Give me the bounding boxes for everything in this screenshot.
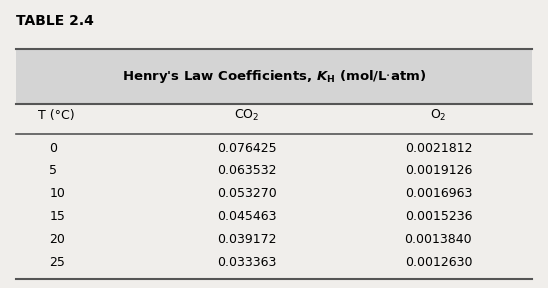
Text: 25: 25 (49, 256, 65, 269)
Text: 0.033363: 0.033363 (217, 256, 276, 269)
Text: 0.0021812: 0.0021812 (404, 142, 472, 155)
Text: 0: 0 (49, 142, 58, 155)
Text: Henry's Law Coefficients, $\mathbfit{K}_\mathbf{H}$ (mol/L$\cdot$atm): Henry's Law Coefficients, $\mathbfit{K}_… (122, 68, 426, 85)
Text: 0.039172: 0.039172 (217, 233, 276, 246)
Text: 15: 15 (49, 210, 65, 223)
Text: 0.0012630: 0.0012630 (404, 256, 472, 269)
Text: 0.045463: 0.045463 (217, 210, 276, 223)
Text: CO$_2$: CO$_2$ (234, 108, 259, 124)
Text: 0.0019126: 0.0019126 (405, 164, 472, 177)
FancyBboxPatch shape (16, 49, 532, 104)
Text: 0.053270: 0.053270 (216, 187, 277, 200)
Text: T (°C): T (°C) (38, 109, 75, 122)
Text: 10: 10 (49, 187, 65, 200)
Text: 0.0013840: 0.0013840 (404, 233, 472, 246)
Text: 20: 20 (49, 233, 65, 246)
Text: TABLE 2.4: TABLE 2.4 (16, 14, 94, 29)
Text: O$_2$: O$_2$ (430, 108, 447, 124)
Text: 0.0015236: 0.0015236 (404, 210, 472, 223)
Text: 0.076425: 0.076425 (217, 142, 276, 155)
Text: 0.063532: 0.063532 (217, 164, 276, 177)
Text: 0.0016963: 0.0016963 (405, 187, 472, 200)
Text: 5: 5 (49, 164, 58, 177)
